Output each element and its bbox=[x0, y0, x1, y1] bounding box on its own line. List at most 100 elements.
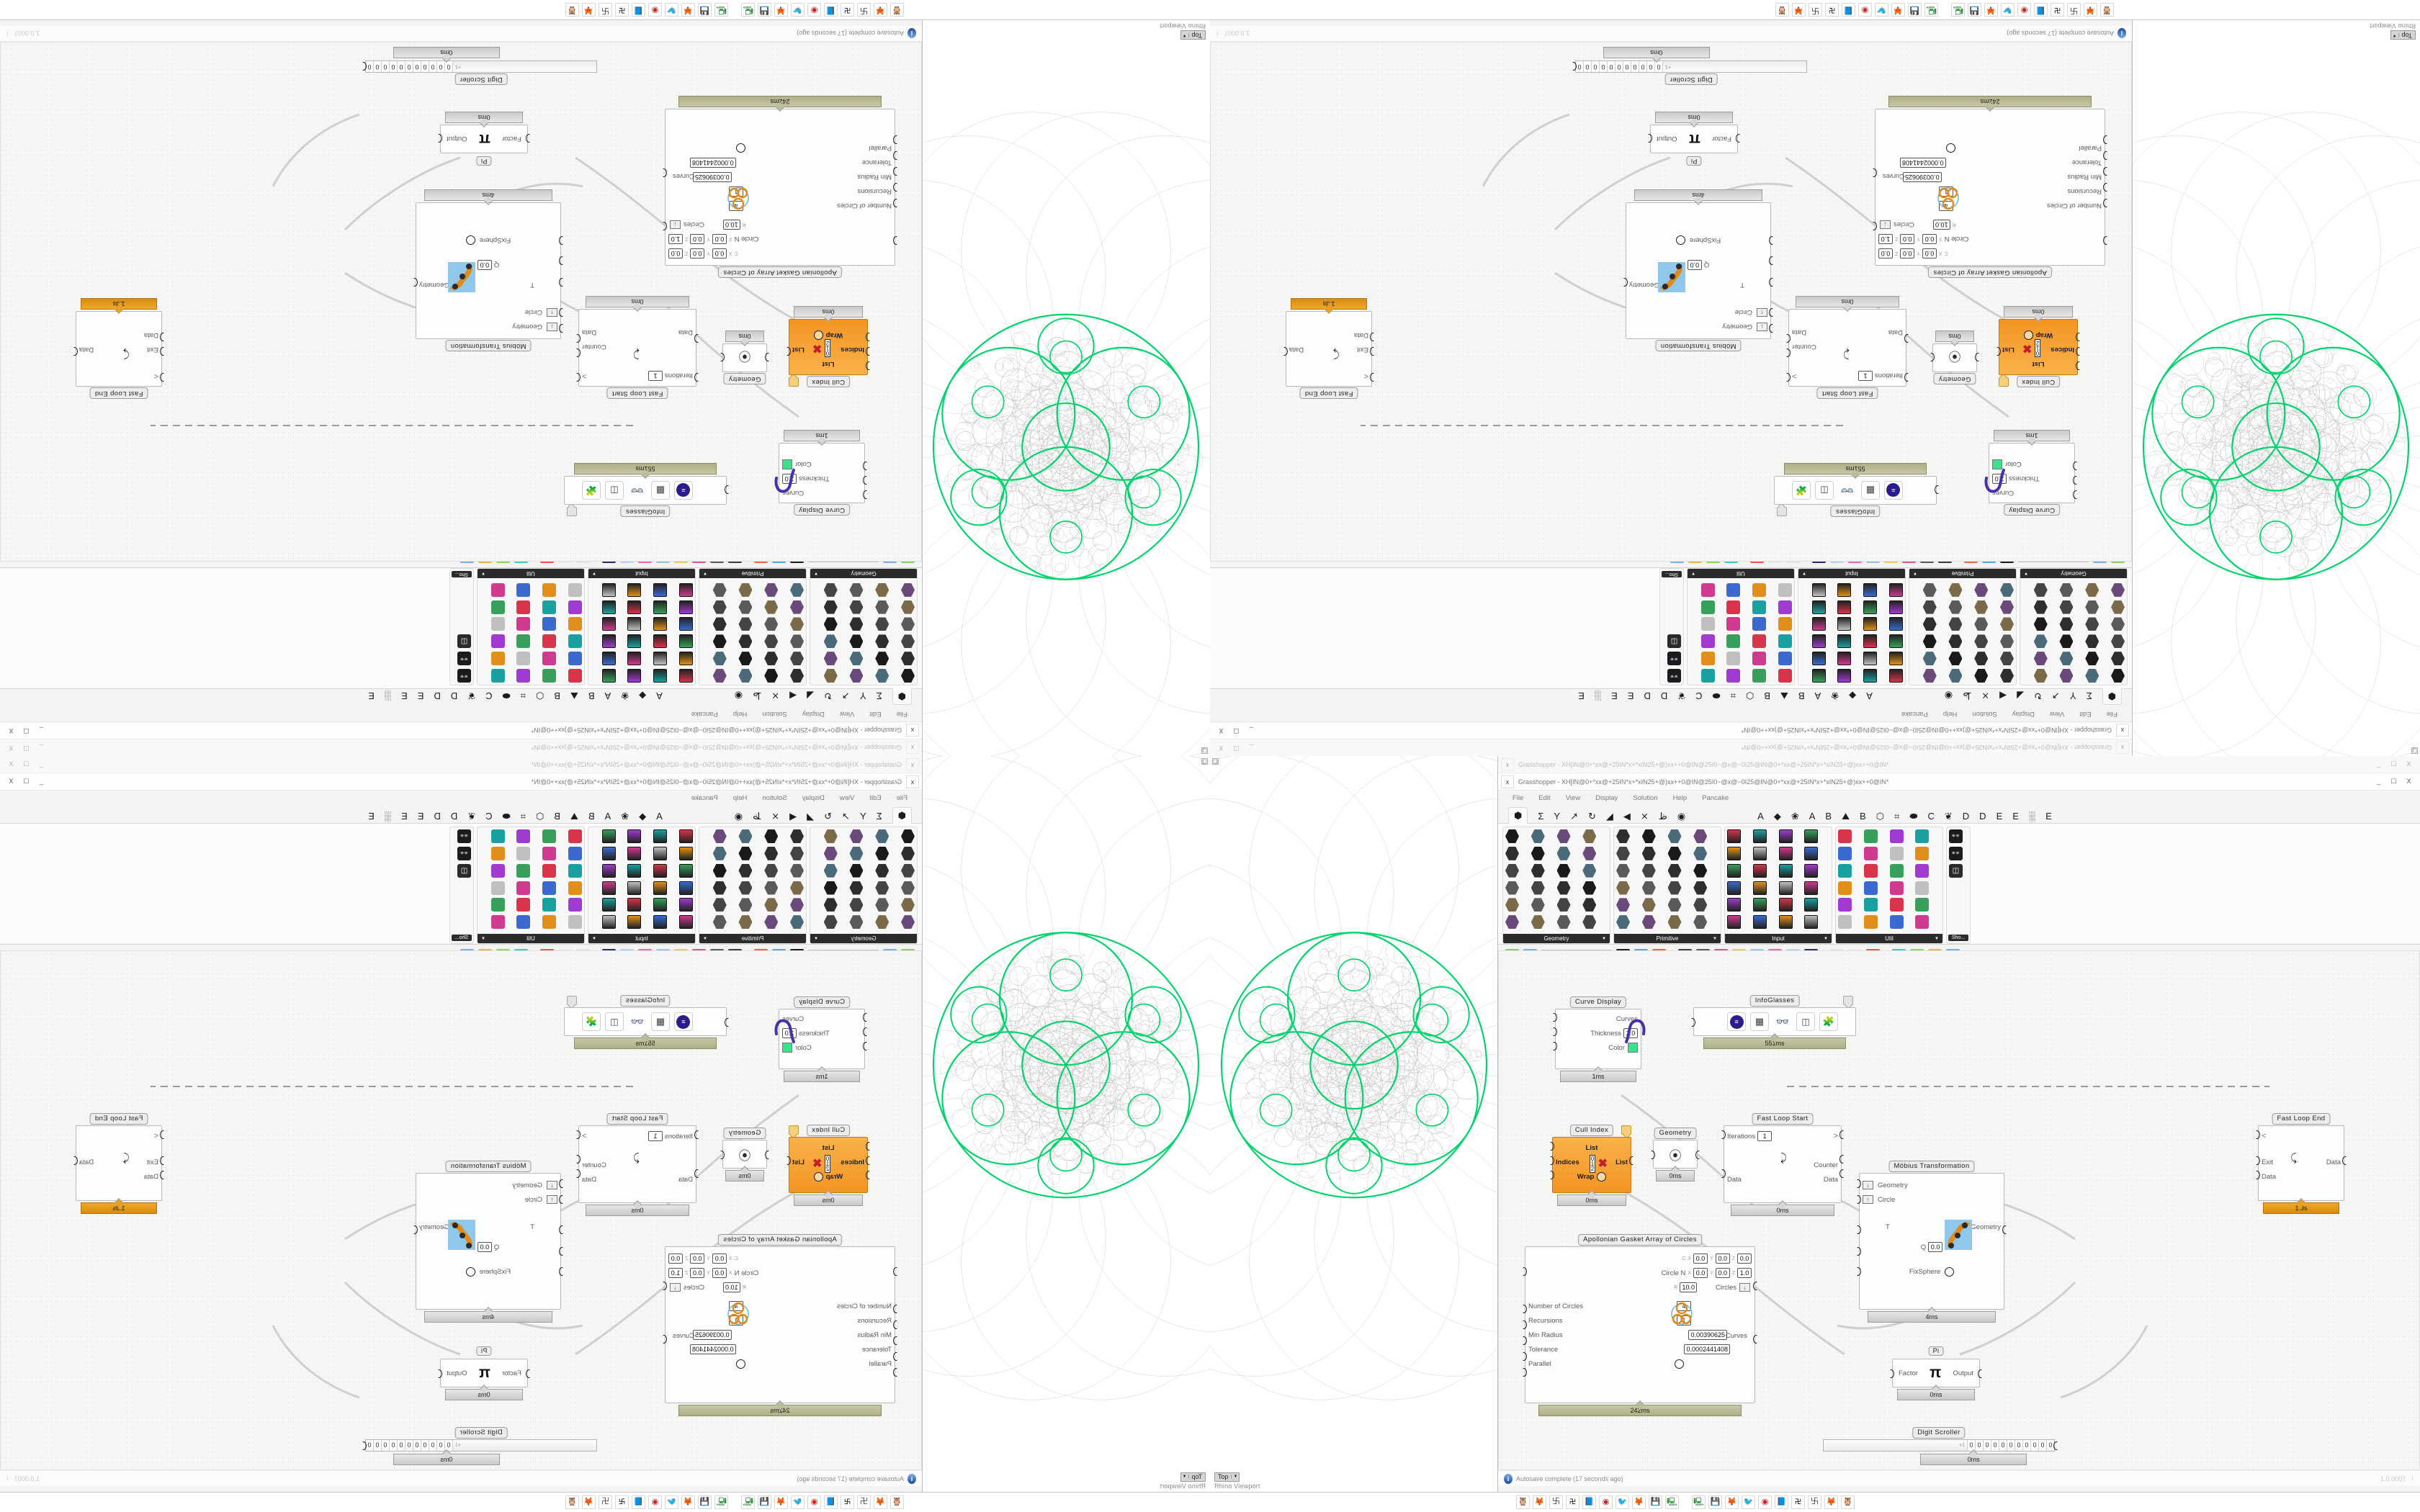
ribbon-component-icon[interactable] bbox=[1778, 600, 1792, 614]
ribbon-component-icon[interactable] bbox=[1642, 829, 1656, 843]
component-body[interactable]: Factor π Output bbox=[440, 125, 528, 153]
rhino-viewport-pane[interactable]: ❑ Rhino Viewport Top ▼ bbox=[922, 20, 1210, 756]
ribbon-component-icon[interactable] bbox=[2060, 600, 2074, 614]
scroller-digit[interactable]: 0 bbox=[405, 61, 413, 72]
ribbon-group-caption[interactable]: Util ▼ bbox=[1836, 934, 1942, 943]
ribbon-component-icon[interactable] bbox=[679, 634, 693, 648]
output-pin[interactable] bbox=[1839, 1169, 1846, 1178]
maximize-button[interactable]: ☐ bbox=[1232, 726, 1240, 734]
flatten-down-icon[interactable]: ↓ bbox=[670, 220, 681, 229]
ribbon-tab-0[interactable]: ⬢ bbox=[2102, 688, 2122, 705]
ribbon-tab-right-6[interactable]: B bbox=[554, 689, 560, 701]
taskbar-mirror-firefox-icon[interactable]: 🦊 bbox=[582, 3, 596, 17]
component-mobius-transformation[interactable]: Möbius Transformation ↓ Geometry ↑ Circl… bbox=[1859, 1173, 2004, 1310]
input-pin[interactable] bbox=[1551, 1013, 1557, 1022]
ribbon-component-icon[interactable] bbox=[1701, 618, 1715, 631]
ribbon-component-icon[interactable] bbox=[1753, 915, 1767, 929]
menu-item-view[interactable]: View bbox=[840, 711, 854, 719]
server-icon[interactable]: ◫ bbox=[1796, 1012, 1815, 1031]
ribbon-component-icon[interactable] bbox=[1753, 881, 1767, 895]
scroller-digit[interactable]: 0 bbox=[1975, 1440, 1983, 1451]
ribbon-component-icon[interactable] bbox=[739, 583, 753, 597]
ribbon-component-icon[interactable] bbox=[850, 669, 864, 683]
ribbon-component-icon[interactable] bbox=[542, 864, 556, 878]
ribbon-component-icon[interactable] bbox=[1752, 618, 1766, 631]
ribbon-component-icon[interactable] bbox=[653, 618, 667, 631]
close-button[interactable]: X bbox=[2405, 778, 2413, 786]
ribbon-tab-right-10[interactable]: C bbox=[485, 811, 492, 823]
param-row-recursions[interactable]: Recursions 1 bbox=[1525, 1313, 1754, 1328]
ribbon-component-icon[interactable] bbox=[2085, 669, 2099, 683]
scroller-digit[interactable]: 0 bbox=[1639, 61, 1647, 72]
taskbar-mirror-maze-icon[interactable]: ࿖ bbox=[615, 1495, 629, 1509]
component-fast-loop-start[interactable]: Fast Loop Start Iterations 1 > Counter bbox=[578, 309, 696, 387]
param-row-q[interactable]: Q 0.0 bbox=[1626, 258, 1770, 272]
ribbon-component-icon[interactable] bbox=[850, 829, 864, 843]
ribbon-component-icon[interactable] bbox=[1778, 583, 1792, 597]
input-pin[interactable] bbox=[893, 1352, 900, 1361]
c-z-value[interactable]: 0.0 bbox=[668, 1254, 683, 1264]
param-row-iterations[interactable]: Iterations 1 > bbox=[579, 369, 696, 383]
maximize-button[interactable]: ☐ bbox=[22, 726, 30, 734]
output-pin[interactable] bbox=[574, 373, 581, 382]
server-icon[interactable]: ◫ bbox=[605, 1012, 624, 1031]
ribbon-component-icon[interactable] bbox=[1557, 915, 1571, 929]
ribbon-component-icon[interactable] bbox=[713, 829, 727, 843]
component-body[interactable]: ⦿ bbox=[722, 343, 767, 372]
chevron-down-icon[interactable]: ▼ bbox=[1602, 937, 1606, 941]
flatten-down-icon[interactable]: ↓ bbox=[1757, 323, 1767, 331]
scroller-digit[interactable]: 0 bbox=[366, 61, 374, 72]
param-row-circle-c[interactable]: C X 0.0 Y 0.0 Z 0.0 bbox=[666, 1251, 895, 1266]
ribbon-component-icon[interactable] bbox=[1889, 652, 1903, 665]
panel-icon[interactable]: ◫ bbox=[1667, 634, 1681, 648]
ribbon-component-icon[interactable] bbox=[653, 669, 667, 683]
c-y-value[interactable]: 0.0 bbox=[690, 1254, 704, 1264]
input-pin[interactable] bbox=[1548, 1142, 1554, 1151]
input-pin[interactable] bbox=[893, 151, 900, 160]
ribbon-component-icon[interactable] bbox=[875, 669, 889, 683]
ribbon-component-icon[interactable] bbox=[1915, 864, 1929, 878]
ribbon-component-icon[interactable] bbox=[875, 652, 889, 665]
taskbar-mirror-owl-icon[interactable]: 🦉 bbox=[1775, 3, 1789, 17]
ribbon-component-icon[interactable] bbox=[679, 600, 693, 614]
output-pin[interactable] bbox=[784, 347, 791, 356]
n-z-value[interactable]: 1.0 bbox=[1878, 234, 1893, 244]
n-x-value[interactable]: 0.0 bbox=[1922, 234, 1937, 244]
ribbon-component-icon[interactable] bbox=[713, 864, 727, 878]
param-row-number-of-circles[interactable]: Number of Circles 4 bbox=[1525, 1299, 1754, 1313]
scroller-digit[interactable]: 0 bbox=[390, 61, 398, 72]
ribbon-component-icon[interactable] bbox=[1642, 881, 1656, 895]
n-y-value[interactable]: 0.0 bbox=[690, 234, 704, 244]
ribbon-component-icon[interactable] bbox=[764, 864, 778, 878]
component-mobius-transformation[interactable]: Möbius Transformation ↓ Geometry ↑ Circl… bbox=[1626, 202, 1771, 339]
ribbon-component-icon[interactable] bbox=[653, 915, 667, 929]
component-body[interactable]: ≡ ▦ 👓 ◫ 🧩 bbox=[1774, 476, 1937, 505]
ribbon-component-icon[interactable] bbox=[628, 829, 642, 843]
menu-item-solution[interactable]: Solution bbox=[762, 794, 786, 802]
ribbon-tab-right-10[interactable]: C bbox=[485, 689, 492, 701]
ribbon-component-icon[interactable] bbox=[1863, 652, 1877, 665]
taskbar-floppy64-icon[interactable]: 💾 bbox=[1968, 3, 1981, 17]
fixsphere-toggle[interactable] bbox=[466, 236, 475, 246]
ribbon-component-icon[interactable] bbox=[1890, 881, 1904, 895]
ribbon-tab-right-14[interactable]: E bbox=[1628, 689, 1634, 701]
input-pin[interactable] bbox=[866, 347, 872, 356]
min-radius-value[interactable]: 0.00390625 bbox=[693, 172, 732, 182]
ribbon-component-icon[interactable] bbox=[542, 669, 556, 683]
ribbon-component-icon[interactable] bbox=[1838, 898, 1852, 912]
component-body[interactable]: Iterations 1 > Counter Data Data ⤸ bbox=[578, 1125, 696, 1203]
param-row-circle-n[interactable]: Circle N X 0.0 Y 0.0 Z 1.0 bbox=[1525, 1266, 1754, 1280]
param-row-min-radius[interactable]: Min Radius 0.00390625 bbox=[666, 170, 895, 184]
input-pin[interactable] bbox=[1855, 1179, 1861, 1188]
ribbon-component-icon[interactable] bbox=[1812, 600, 1826, 614]
input-pin[interactable] bbox=[1855, 1247, 1861, 1256]
component-fast-loop-start[interactable]: Fast Loop Start Iterations 1 > Counter bbox=[578, 1125, 696, 1203]
ribbon-component-icon[interactable] bbox=[2060, 618, 2074, 631]
ribbon-component-icon[interactable] bbox=[2111, 669, 2125, 683]
menu-item-file[interactable]: File bbox=[2107, 711, 2118, 719]
param-row-recursions[interactable]: Recursions 1 bbox=[1876, 184, 2105, 199]
ribbon-component-icon[interactable] bbox=[653, 864, 667, 878]
ribbon-component-icon[interactable] bbox=[875, 898, 889, 912]
ribbon-component-icon[interactable] bbox=[790, 600, 804, 614]
fixsphere-toggle[interactable] bbox=[1676, 236, 1685, 246]
